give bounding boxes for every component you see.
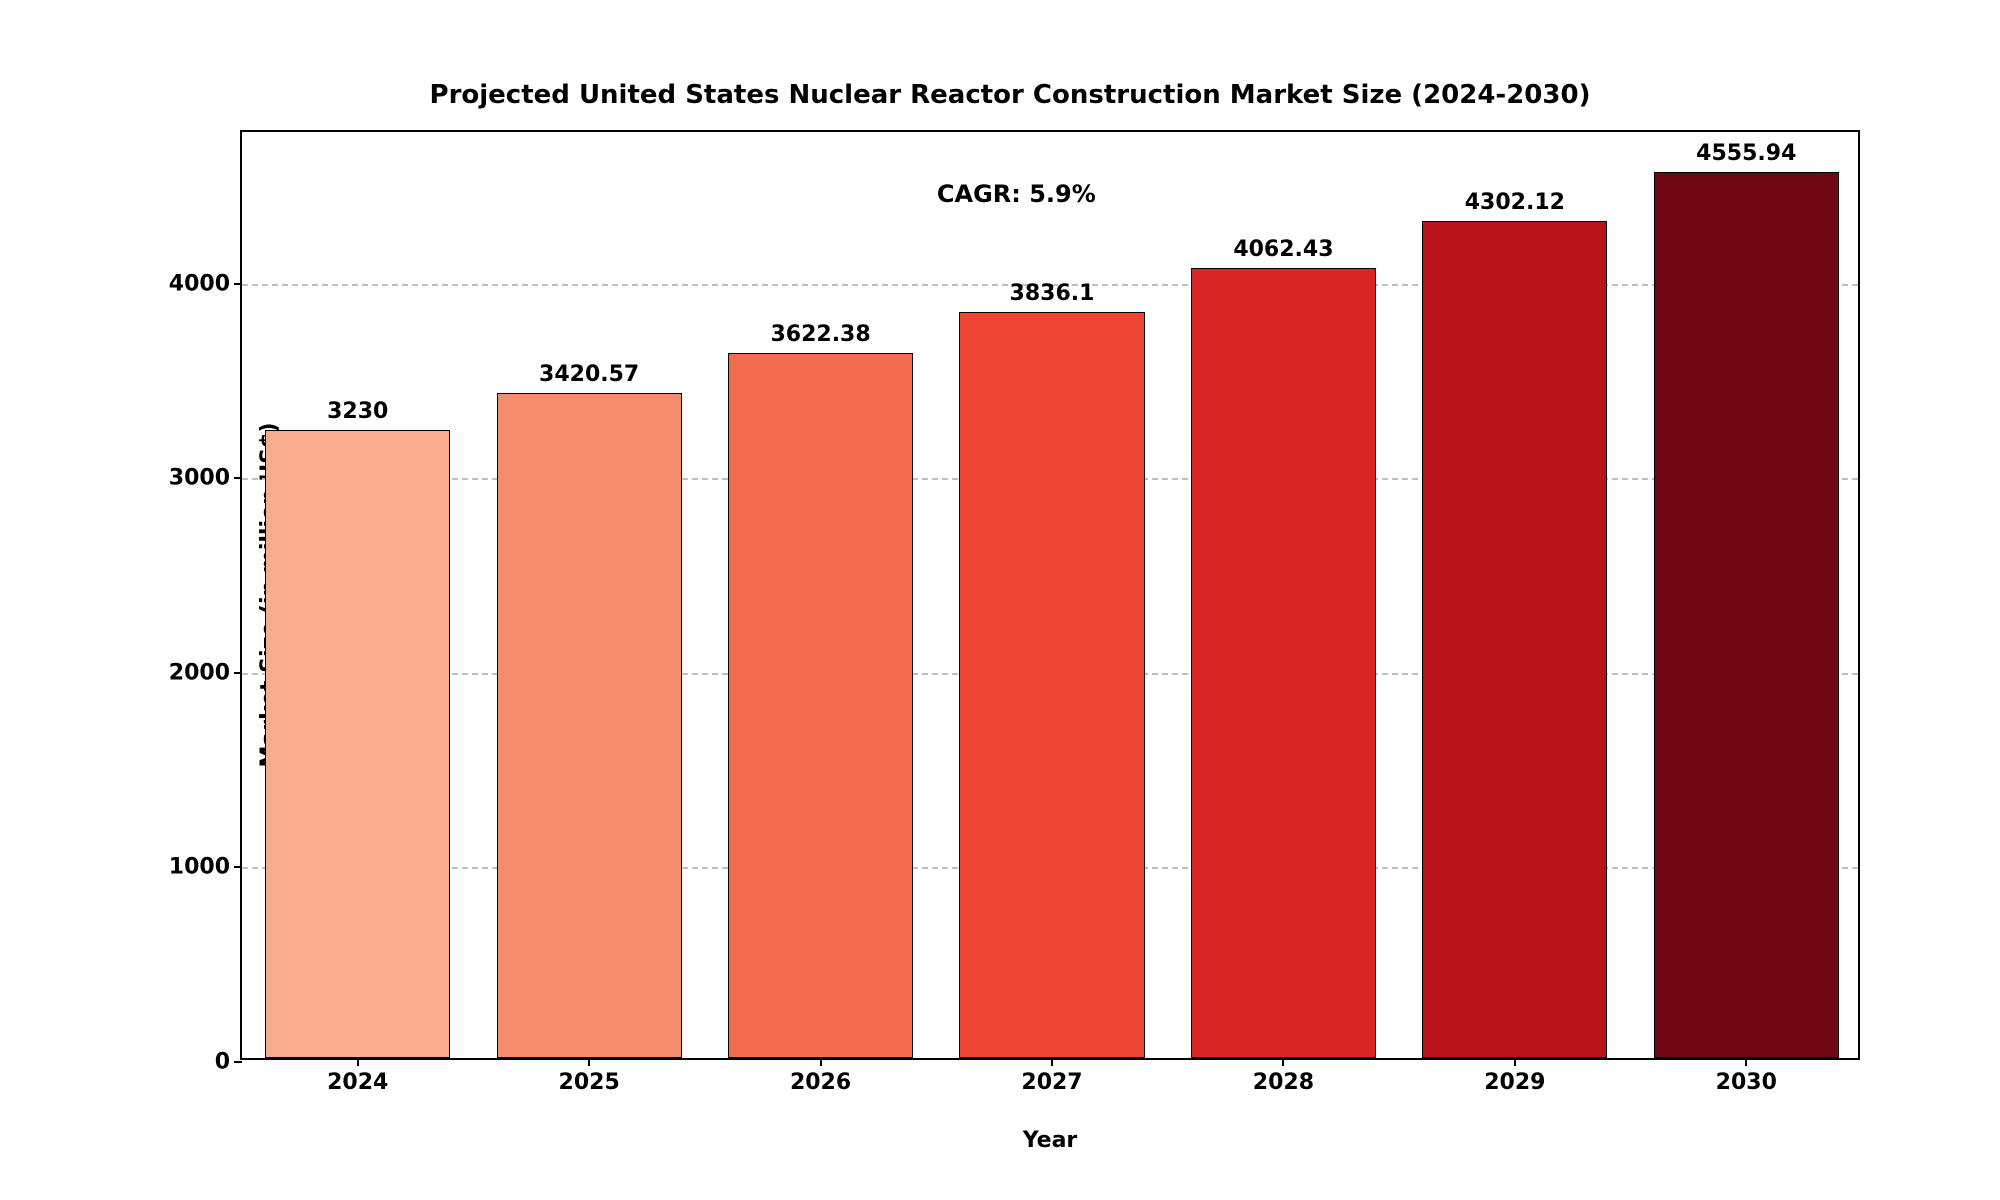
y-tick-mark [234, 477, 242, 479]
x-tick-label: 2030 [1716, 1070, 1777, 1095]
bar-value-label: 4062.43 [1233, 237, 1333, 262]
y-tick-mark [234, 1061, 242, 1063]
x-tick-mark [1282, 1058, 1284, 1066]
x-tick-mark [820, 1058, 822, 1066]
bar [1191, 268, 1376, 1058]
bar-value-label: 4302.12 [1465, 190, 1565, 215]
x-tick-label: 2024 [327, 1070, 388, 1095]
y-tick-mark [234, 283, 242, 285]
x-tick-label: 2029 [1484, 1070, 1545, 1095]
bar-value-label: 3230 [327, 399, 388, 424]
y-tick-label: 1000 [169, 855, 230, 880]
x-tick-mark [1745, 1058, 1747, 1066]
x-tick-mark [588, 1058, 590, 1066]
bar-value-label: 3622.38 [770, 322, 870, 347]
x-tick-mark [1514, 1058, 1516, 1066]
y-tick-label: 4000 [169, 271, 230, 296]
cagr-annotation: CAGR: 5.9% [937, 180, 1096, 208]
y-tick-mark [234, 866, 242, 868]
x-axis: 2024 2025 2026 2027 2028 2029 2030 [242, 1058, 1858, 1108]
bar-value-label: 3836.1 [1010, 281, 1095, 306]
bar [265, 430, 450, 1058]
x-tick-label: 2028 [1253, 1070, 1314, 1095]
bar [959, 312, 1144, 1058]
bar [1422, 221, 1607, 1058]
plot-area: Market Size (in million US$) Year 010002… [240, 130, 1860, 1060]
x-tick-mark [1051, 1058, 1053, 1066]
bar [1654, 172, 1839, 1058]
y-tick-label: 0 [215, 1050, 230, 1075]
x-axis-label: Year [1023, 1128, 1078, 1153]
chart-container: Projected United States Nuclear Reactor … [160, 80, 1860, 1140]
y-tick-label: 3000 [169, 466, 230, 491]
bar [728, 353, 913, 1058]
y-tick-mark [234, 672, 242, 674]
y-axis: 01000200030004000 [152, 132, 242, 1058]
x-tick-label: 2026 [790, 1070, 851, 1095]
bar [497, 393, 682, 1059]
x-tick-label: 2027 [1021, 1070, 1082, 1095]
bar-value-label: 4555.94 [1696, 141, 1796, 166]
x-tick-label: 2025 [559, 1070, 620, 1095]
x-tick-mark [357, 1058, 359, 1066]
y-tick-label: 2000 [169, 660, 230, 685]
bar-value-label: 3420.57 [539, 362, 639, 387]
chart-title: Projected United States Nuclear Reactor … [160, 80, 1860, 110]
